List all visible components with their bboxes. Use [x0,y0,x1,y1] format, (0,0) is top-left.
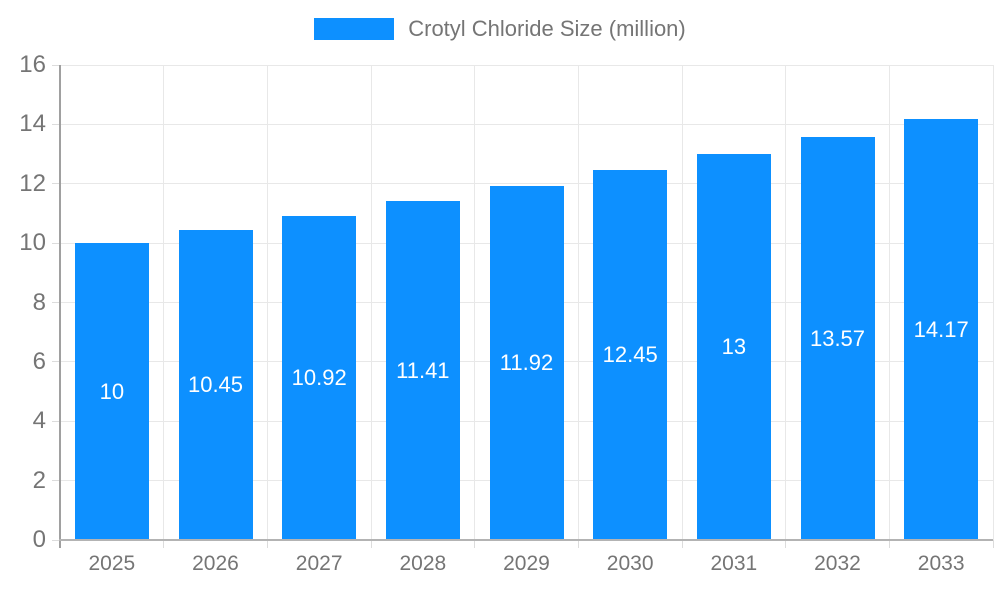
y-axis-label: 14 [19,110,46,138]
h-gridline [60,183,993,185]
x-axis-tick [370,540,372,548]
y-axis-tick [52,64,60,66]
y-axis-label: 4 [32,407,46,435]
y-axis-label: 10 [19,229,46,257]
y-axis-tick [52,420,60,422]
x-axis-tick [266,540,268,548]
y-axis-label: 12 [19,169,46,197]
x-axis-label: 2027 [295,552,343,575]
x-axis-tick [474,540,476,548]
h-gridline [60,64,993,66]
bar-2026[interactable]: 10.45 [178,229,253,540]
legend: Crotyl Chloride Size (million) [0,18,1000,40]
x-axis-label: 2031 [710,552,758,575]
x-axis-tick [888,540,890,548]
y-axis-label: 2 [32,466,46,494]
bar-value-label: 13 [721,334,747,360]
bar-2031[interactable]: 13 [696,154,771,540]
y-axis-label: 6 [32,347,46,375]
v-gridline [163,65,165,540]
x-axis-label: 2026 [192,552,239,575]
bar-value-label: 11.41 [396,357,450,383]
y-axis-tick [52,480,60,482]
x-axis-label: 2033 [917,552,965,575]
y-axis-tick [52,123,60,125]
v-gridline [681,65,683,540]
v-gridline [992,65,994,540]
v-gridline [266,65,268,540]
v-gridline [577,65,579,540]
x-axis-tick [992,540,994,548]
x-axis-label: 2029 [503,552,550,575]
y-axis-tick [52,242,60,244]
x-axis-tick [681,540,683,548]
legend-label: Crotyl Chloride Size (million) [408,16,686,41]
x-axis-line [59,539,993,541]
bar-2032[interactable]: 13.57 [800,137,875,540]
v-gridline [785,65,787,540]
y-axis-tick [52,183,60,185]
bar-value-label: 10.45 [187,371,244,397]
bar-2028[interactable]: 11.41 [385,201,460,540]
y-axis-tick [52,539,60,541]
bar-value-label: 13.57 [809,325,866,351]
y-axis-line [59,65,61,548]
legend-swatch-icon [314,18,395,40]
v-gridline [888,65,890,540]
bar-2030[interactable]: 12.45 [593,170,668,540]
x-axis-label: 2028 [399,552,447,575]
bar-value-label: 10 [99,378,125,404]
x-axis-label: 2025 [88,552,136,575]
bar-2025[interactable]: 10 [74,243,149,540]
y-axis-label: 16 [19,51,46,78]
x-axis-label: 2030 [606,552,654,575]
v-gridline [370,65,372,540]
bar-2027[interactable]: 10.92 [282,215,357,540]
bar-2029[interactable]: 11.92 [489,186,564,540]
y-axis-tick [52,302,60,303]
bar-value-label: 10.92 [291,364,347,390]
y-axis-label: 8 [32,288,46,316]
y-axis-tick [52,361,60,363]
x-axis-tick [163,540,165,548]
legend-item[interactable]: Crotyl Chloride Size (million) [314,18,686,40]
y-axis-label: 0 [32,526,46,553]
bar-2033[interactable]: 14.17 [904,119,979,540]
v-gridline [474,65,476,540]
h-gridline [60,123,993,125]
bar-value-label: 11.92 [499,350,554,376]
x-axis-tick [785,540,787,548]
x-axis-tick [577,540,579,548]
x-axis-label: 2032 [814,552,861,575]
bar-value-label: 14.17 [913,316,969,342]
bar-value-label: 12.45 [602,342,658,368]
